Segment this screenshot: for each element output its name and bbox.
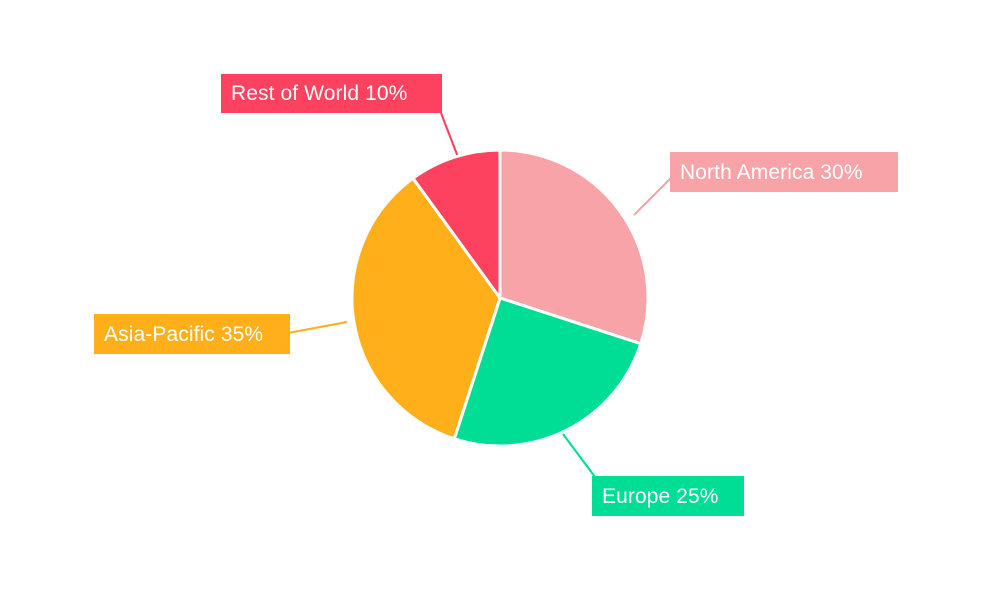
leader-line-europe bbox=[562, 433, 599, 482]
pie-label-north-america[interactable]: North America 30% bbox=[670, 152, 898, 192]
leader-line-asia-pacific bbox=[287, 320, 348, 335]
pie-label-text: Europe 25% bbox=[602, 484, 719, 508]
leader-line-layer bbox=[287, 112, 673, 482]
pie-slice-asia-pacific[interactable] bbox=[350, 176, 502, 441]
pie-label-rest-of-world[interactable]: Rest of World 10% bbox=[221, 74, 442, 113]
leader-line-north-america bbox=[633, 176, 673, 216]
pie-slice-rest-of-world[interactable] bbox=[411, 148, 502, 300]
pie-label-text: Rest of World 10% bbox=[231, 82, 408, 105]
pie-slice-layer bbox=[350, 148, 650, 448]
pie-slice-europe[interactable] bbox=[452, 296, 643, 448]
pie-slice-north-america[interactable] bbox=[498, 148, 650, 346]
pie-label-europe[interactable]: Europe 25% bbox=[592, 476, 744, 516]
pie-label-text: Asia-Pacific 35% bbox=[104, 322, 264, 346]
pie-label-asia-pacific[interactable]: Asia-Pacific 35% bbox=[94, 314, 290, 354]
leader-line-rest-of-world bbox=[440, 112, 459, 158]
pie-label-text: North America 30% bbox=[680, 160, 863, 184]
